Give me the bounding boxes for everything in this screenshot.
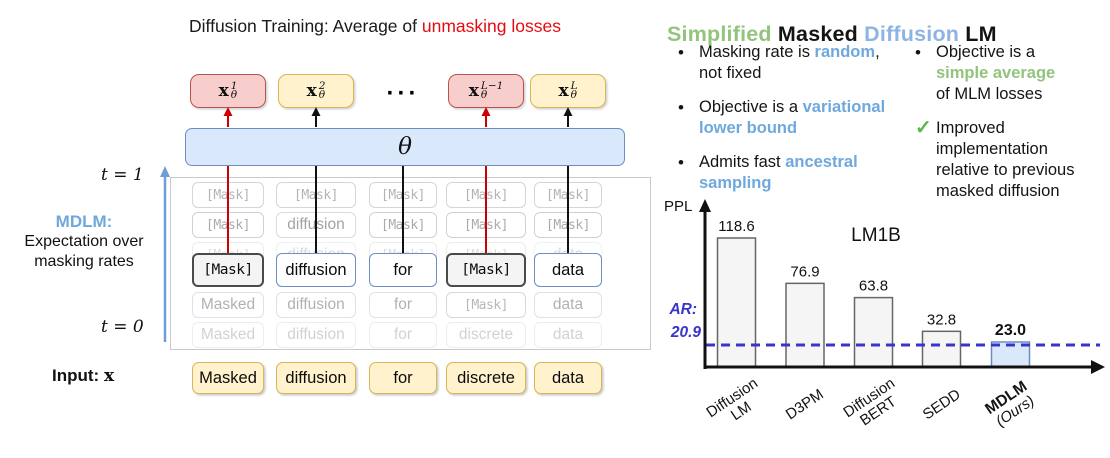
arrowhead-up-icon [311, 107, 321, 116]
input-token: discrete [446, 362, 526, 394]
title-segment: LM [965, 21, 997, 46]
mask-token: [Mask] [446, 253, 526, 287]
bullet-text: implementation [936, 140, 1048, 158]
bullet-item: • Masking rate is random, not fixed [678, 42, 916, 84]
word-token: data [534, 322, 602, 348]
arrows-overlay [160, 107, 573, 342]
left-title-highlight: unmasking losses [421, 16, 561, 36]
bullet-item: • Objective is a simple average of MLM loss… [915, 42, 1110, 105]
word-token: diffusion [276, 253, 356, 287]
x-axis-arrowhead-icon [1091, 360, 1105, 374]
bullet-text: not fixed [699, 64, 762, 82]
bullet-text: of MLM losses [936, 85, 1043, 103]
mdlm-label: MDLM: [55, 212, 113, 231]
check-icon: ✓ [915, 117, 932, 139]
input-token: Masked [192, 362, 264, 394]
theta-symbol: θ [398, 134, 412, 160]
word-token: for [369, 292, 437, 318]
arrowhead-up-icon [563, 107, 573, 116]
bullet-text: Admits fast [699, 153, 786, 171]
math-x-base: x [218, 81, 229, 101]
bullet-text: Objective is a [699, 98, 803, 116]
arrowhead-up-icon [223, 107, 233, 116]
highlighted-phrase: random [814, 43, 876, 61]
mdlm-desc-line2: masking rates [34, 253, 134, 270]
highlighted-phrase: variational [802, 98, 886, 116]
bullet-item: • Admits fast ancestral sampling [678, 152, 916, 194]
diffusion-training-diagram: Diffusion Training: Average of unmasking… [6, 16, 651, 394]
input-label: Input: x [52, 366, 115, 386]
word-token: diffusion [276, 322, 356, 348]
time-label-t1: t = 1 [101, 165, 144, 185]
bar-value-label: 32.8 [927, 311, 956, 328]
bar-value-label: 63.8 [859, 278, 888, 295]
left-title: Diffusion Training: Average of unmasking… [130, 16, 620, 37]
bullet-text: Improved [936, 119, 1005, 137]
bullet-dot-icon: • [915, 43, 921, 62]
bar-Diffusion LM [716, 237, 757, 368]
highlighted-phrase: ancestral [785, 153, 858, 171]
word-token: Masked [192, 292, 264, 318]
bar-value-label: 118.6 [718, 218, 754, 235]
chart-title: LM1B [851, 225, 901, 246]
math-x-base: x [558, 81, 569, 101]
math-x-base: x [468, 81, 479, 101]
highlighted-phrase: sampling [699, 174, 772, 192]
bullet-dot-icon: • [678, 43, 684, 62]
arrowhead-up-icon [160, 166, 170, 177]
ar-value: 20.9 [670, 324, 702, 341]
word-token: for [369, 253, 437, 287]
summary-panel: Simplified Masked Diffusion LM • Masking … [660, 0, 1110, 453]
word-token: data [534, 253, 602, 287]
bullet-column-left: • Masking rate is random, not fixed • Object… [678, 42, 916, 207]
word-token: data [534, 292, 602, 318]
bullet-item: ✓ Improved implementation relative to previ… [915, 118, 1110, 202]
input-token: data [534, 362, 602, 394]
bullet-text: Masking rate is [699, 43, 815, 61]
ppl-bar-chart: PPL LM1B 118.6 76.9 63.8 32.8 23.0 AR: 20.9 [664, 198, 1105, 374]
bar-D3PM [785, 282, 825, 368]
bullet-column-right: • Objective is a simple average of MLM loss… [915, 42, 1110, 215]
word-token: diffusion [276, 292, 356, 318]
time-label-t0: t = 0 [101, 317, 144, 337]
mdlm-desc-line1: Expectation over [24, 233, 144, 250]
input-x-symbol: x [103, 366, 115, 386]
bullet-dot-icon: • [678, 153, 684, 172]
right-title: Simplified Masked Diffusion LM [667, 22, 997, 47]
word-token: Masked [192, 322, 264, 348]
y-axis-arrowhead-icon [699, 199, 711, 212]
y-axis-label: PPL [664, 198, 692, 215]
bar-value-label: 76.9 [790, 263, 819, 280]
highlighted-phrase: lower bound [699, 119, 798, 137]
word-token: discrete [446, 322, 526, 348]
highlighted-phrase: simple average [936, 64, 1056, 82]
bullet-item: • Objective is a variational lower bound [678, 97, 916, 139]
input-token: for [369, 362, 437, 394]
bar-value-label: 23.0 [995, 322, 1026, 339]
math-x-base: x [306, 81, 317, 101]
theta-model-bar: θ [185, 128, 625, 166]
mask-token: [Mask] [192, 253, 264, 287]
title-segment: Masked [777, 21, 865, 46]
bullet-dot-icon: • [678, 98, 684, 117]
mask-token: [Mask] [446, 292, 526, 318]
bullet-text: Objective is a [936, 43, 1036, 61]
bullet-text: relative to previous [936, 161, 1075, 179]
bullet-text: masked diffusion [936, 182, 1060, 200]
title-segment: Simplified [667, 21, 778, 46]
ar-label: AR: [668, 301, 697, 318]
mdlm-annotation: MDLM: Expectation over masking rates [6, 212, 162, 272]
bullet-text: , [875, 43, 880, 61]
word-token: for [369, 322, 437, 348]
bar-Diffusion BERT [853, 296, 894, 368]
arrowhead-up-icon [481, 107, 491, 116]
title-segment: Diffusion [864, 21, 966, 46]
left-title-prefix: Diffusion Training: Average of [189, 16, 422, 36]
ellipsis-dots: ··· [386, 80, 420, 107]
input-token: diffusion [276, 362, 356, 394]
bar-SEDD [921, 330, 962, 368]
output-token-xL−1: x L−1 θ [448, 74, 524, 108]
